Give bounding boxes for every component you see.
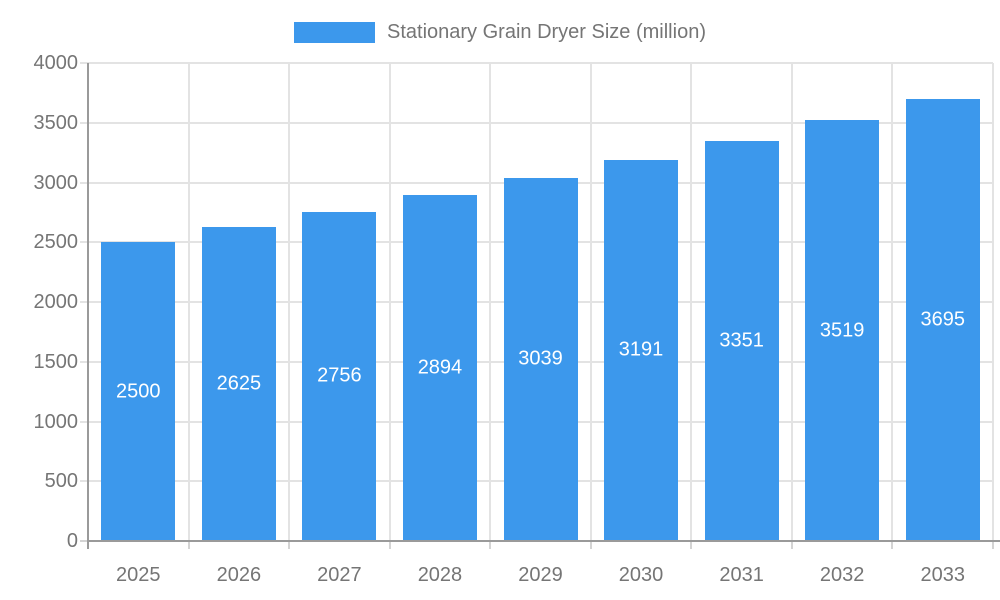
bar-value-label: 3519 <box>819 319 865 342</box>
bar-value-label: 3695 <box>920 308 965 331</box>
x-axis-line <box>88 540 1000 542</box>
bar-value-label: 3351 <box>719 329 764 352</box>
y-axis-label: 2500 <box>33 231 79 254</box>
legend-label: Stationary Grain Dryer Size (million) <box>387 20 706 43</box>
bar-2028: 2894 <box>402 195 477 541</box>
bar-value-label: 2756 <box>317 364 362 387</box>
bar-2032: 3519 <box>805 120 880 541</box>
bar-2033: 3695 <box>905 99 980 541</box>
bar-2031: 3351 <box>704 140 779 541</box>
x-gridline <box>489 63 491 541</box>
x-axis-label: 2026 <box>216 564 262 586</box>
y-axis-label: 4000 <box>33 52 79 74</box>
x-gridline <box>389 63 391 541</box>
y-axis-label: 3000 <box>33 171 79 194</box>
y-axis-label: 1500 <box>33 350 79 373</box>
x-axis-label: 2029 <box>518 564 563 586</box>
y-axis-label: 3500 <box>33 111 79 134</box>
x-tick <box>891 541 893 549</box>
x-tick <box>288 541 290 549</box>
x-gridline <box>690 63 692 541</box>
y-axis-label: 500 <box>44 470 78 493</box>
bar-value-label: 2500 <box>116 380 161 403</box>
bar-2025: 2500 <box>101 242 176 541</box>
plot-area: 0 500 1000 1500 2000 2500 3000 3500 4000 2500 2025… <box>34 52 1000 586</box>
x-tick <box>389 541 391 549</box>
x-tick <box>489 541 491 549</box>
x-gridline <box>288 63 290 541</box>
x-gridline <box>791 63 793 541</box>
y-gridline <box>80 62 993 64</box>
y-tick <box>80 540 88 542</box>
x-tick <box>590 541 592 549</box>
x-tick <box>690 541 692 549</box>
x-tick <box>992 541 994 549</box>
legend-swatch <box>294 21 375 43</box>
bar-value-label: 2625 <box>216 372 262 395</box>
bar-2026: 2625 <box>201 227 276 541</box>
bar-2029: 3039 <box>503 177 578 541</box>
x-axis-label: 2028 <box>417 564 463 586</box>
x-gridline <box>590 63 592 541</box>
x-axis-label: 2031 <box>719 564 764 586</box>
x-axis-label: 2032 <box>819 564 865 586</box>
x-axis-label: 2027 <box>317 564 362 586</box>
x-axis-label: 2030 <box>618 564 664 586</box>
x-tick <box>188 541 190 549</box>
x-gridline <box>992 63 994 541</box>
y-axis-label: 1000 <box>33 410 79 433</box>
x-gridline <box>188 63 190 541</box>
x-gridline <box>891 63 893 541</box>
bar-2030: 3191 <box>604 159 679 541</box>
y-axis-label: 0 <box>66 530 78 552</box>
x-axis-label: 2033 <box>920 564 965 586</box>
y-gridline <box>80 121 993 124</box>
legend: Stationary Grain Dryer Size (million) <box>0 14 1000 50</box>
y-axis-line <box>87 63 89 549</box>
bar-value-label: 3191 <box>618 338 664 361</box>
y-axis-label: 2000 <box>33 291 79 313</box>
bar-2027: 2756 <box>302 211 377 541</box>
x-tick <box>791 541 793 549</box>
x-axis-label: 2025 <box>116 564 161 586</box>
bar-value-label: 2894 <box>417 356 463 379</box>
bar-value-label: 3039 <box>518 347 563 370</box>
